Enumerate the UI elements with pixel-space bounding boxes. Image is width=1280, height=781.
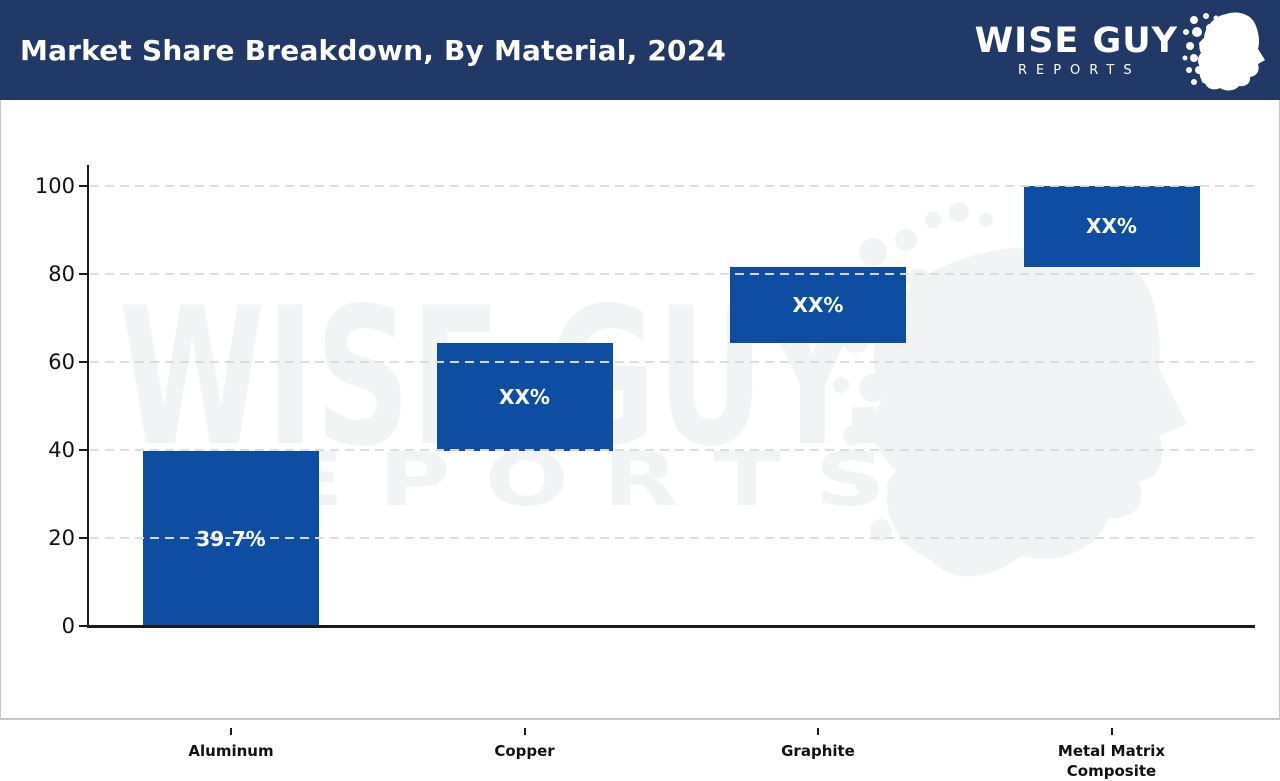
category-label-3: Graphite — [781, 742, 855, 760]
x-tick-4 — [1110, 728, 1113, 735]
category-label-2: Copper — [494, 742, 555, 760]
logo-text: WISE GUY REPORTS — [975, 22, 1178, 78]
category-label-4: Metal Matrix Composite — [1057, 742, 1166, 780]
logo-wordmark: WISE GUY — [974, 21, 1178, 61]
wise-guy-reports-logo: WISE GUY REPORTS — [975, 8, 1266, 92]
y-tick-40 — [79, 449, 87, 451]
gridline-60 — [90, 361, 1257, 363]
gridline-40 — [90, 449, 1257, 451]
x-axis-line — [87, 625, 1255, 628]
bar-value-label: XX% — [1086, 214, 1137, 239]
y-tick-20 — [79, 537, 87, 539]
gridline-80 — [90, 273, 1257, 275]
y-tick-label-100: 100 — [34, 174, 75, 198]
gridline-20 — [90, 537, 1257, 539]
y-tick-label-60: 60 — [48, 350, 75, 374]
y-tick-0 — [79, 625, 87, 627]
header-bar: Market Share Breakdown, By Material, 202… — [0, 0, 1280, 100]
y-tick-60 — [79, 361, 87, 363]
bar-copper: XX% — [436, 343, 613, 452]
y-tick-label-40: 40 — [48, 438, 75, 462]
y-tick-label-20: 20 — [48, 526, 75, 550]
category-label-1: Aluminum — [188, 742, 274, 760]
gridline-100 — [90, 185, 1257, 187]
y-tick-100 — [79, 185, 87, 187]
y-tick-label-80: 80 — [48, 262, 75, 286]
x-tick-1 — [230, 728, 232, 735]
logo-subtitle: REPORTS — [1017, 63, 1141, 78]
y-tick-label-0: 0 — [61, 614, 75, 638]
x-tick-2 — [523, 728, 526, 735]
bar-value-label: XX% — [499, 385, 550, 410]
bar-graphite: XX% — [730, 266, 906, 344]
x-tick-3 — [817, 728, 819, 735]
bar-value-label: XX% — [792, 292, 844, 317]
chart-canvas: WISE GUY. R E P O R T S — [0, 100, 1280, 780]
bar-metal-matrix-composite: XX% — [1023, 186, 1200, 267]
y-tick-80 — [79, 273, 87, 275]
page-title: Market Share Breakdown, By Material, 202… — [20, 33, 727, 67]
logo-face-icon — [1182, 12, 1265, 91]
y-axis-line — [87, 165, 89, 628]
